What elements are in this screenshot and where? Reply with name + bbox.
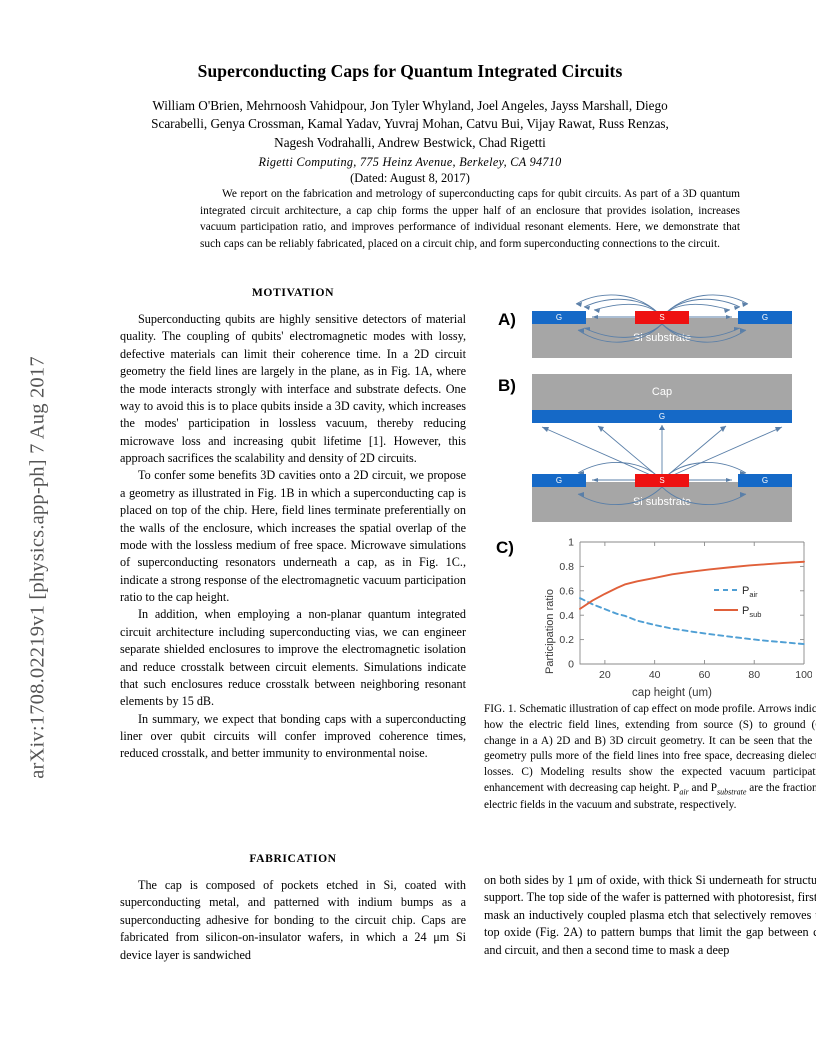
panel-a-substrate: Si substrate	[532, 318, 792, 358]
panel-b-pad-ground-left: G	[532, 474, 586, 487]
section-heading-fabrication: FABRICATION	[249, 852, 337, 865]
svg-text:1: 1	[568, 537, 574, 549]
figure-caption-text-3: are the fraction of electric fields in t…	[484, 782, 816, 811]
date-line: (Dated: August 8, 2017)	[350, 171, 470, 186]
svg-text:0.2: 0.2	[559, 634, 574, 646]
svg-text:20: 20	[599, 669, 611, 681]
panel-a-pad-source: S	[635, 311, 689, 324]
motivation-paragraph-1: Superconducting qubits are highly sensit…	[120, 312, 466, 465]
panel-c-label: C)	[496, 538, 514, 557]
fabrication-paragraph-right: on both sides by 1 μm of oxide, with thi…	[484, 873, 816, 957]
svg-text:40: 40	[649, 669, 661, 681]
svg-text:80: 80	[748, 669, 760, 681]
fabrication-block: FABRICATION The cap is composed of pocke…	[120, 852, 466, 964]
section-heading-motivation: MOTIVATION	[251, 286, 335, 299]
panel-b-field-lines	[541, 425, 783, 505]
panel-b-cap-ground: G	[532, 410, 792, 423]
svg-text:0.4: 0.4	[559, 610, 574, 622]
chart-y-axis-label: Participation ratio	[544, 589, 556, 674]
svg-text:60: 60	[699, 669, 711, 681]
svg-text:0: 0	[568, 659, 574, 671]
motivation-paragraph-4: In summary, we expect that bonding caps …	[120, 711, 466, 761]
figure-caption: FIG. 1. Schematic illustration of cap ef…	[484, 702, 816, 813]
arxiv-stamp-text: arXiv:1708.02219v1 [physics.app-ph] 7 Au…	[26, 356, 49, 779]
motivation-paragraph-3: In addition, when employing a non-planar…	[120, 607, 466, 709]
svg-text:0.6: 0.6	[559, 585, 574, 597]
author-list: William O'Brien, Mehrnoosh Vahidpour, Jo…	[151, 97, 669, 151]
page-content: Superconducting Caps for Quantum Integra…	[60, 0, 816, 1056]
page-title: Superconducting Caps for Quantum Integra…	[197, 61, 623, 81]
figure-caption-text-1: Schematic illustration of cap effect on …	[484, 703, 816, 795]
panel-b-pad-source: S	[635, 474, 689, 487]
chart-plot-area: 0 0.2 0.4 0.6 0.8 1 20 40 60 80 100 Pair Psub	[559, 537, 813, 681]
panel-b-label: B)	[498, 376, 516, 395]
chart-x-axis-label: cap height (um)	[632, 687, 712, 699]
affiliation: Rigetti Computing, 775 Heinz Avenue, Ber…	[258, 154, 562, 169]
panel-b-cap: Cap	[532, 374, 792, 410]
panel-b-substrate-label: Si substrate	[632, 496, 692, 508]
figure-caption-text-2: and P	[688, 782, 718, 795]
svg-text:100: 100	[795, 669, 812, 681]
right-column-continuation: on both sides by 1 μm of oxide, with thi…	[484, 872, 816, 959]
figure-panel-c: C) Participation ratio 0 0.2 0.4 0.6 0.8 1 20 4…	[484, 532, 816, 707]
figure-1: A) Si substrate	[484, 290, 816, 707]
motivation-paragraph-2: To confer some benefits 3D cavities onto…	[120, 468, 466, 604]
svg-text:Pair: Pair	[742, 585, 758, 599]
figure-panel-b: B) Cap G Si substrate	[484, 374, 816, 522]
fabrication-paragraph-left: The cap is composed of pockets etched in…	[120, 878, 466, 962]
svg-text:Psub: Psub	[742, 605, 761, 619]
panel-a-label: A)	[498, 310, 516, 329]
figure-caption-sub-substrate: substrate	[717, 787, 747, 797]
figure-caption-sub-air: air	[679, 787, 689, 797]
title-block: Superconducting Caps for Quantum Integra…	[140, 60, 680, 186]
figure-caption-prefix: FIG. 1.	[484, 703, 517, 715]
panel-b-cap-label: Cap	[651, 386, 673, 398]
panel-a-field-lines	[575, 294, 749, 343]
panel-b-substrate: Si substrate	[532, 482, 792, 522]
panel-b-pad-ground-right: G	[738, 474, 792, 487]
svg-text:0.8: 0.8	[559, 561, 574, 573]
abstract: We report on the fabrication and metrolo…	[200, 188, 740, 250]
arxiv-stamp: arXiv:1708.02219v1 [physics.app-ph] 7 Au…	[0, 0, 56, 1056]
figure-panel-a: A) Si substrate	[484, 290, 816, 358]
participation-ratio-chart: Participation ratio 0 0.2 0.4 0.6 0.8 1 20 40 60…	[532, 532, 813, 699]
panel-a-pad-ground-right: G	[738, 311, 792, 324]
panel-a-pad-ground-left: G	[532, 311, 586, 324]
left-column: MOTIVATION Superconducting qubits are hi…	[120, 286, 466, 763]
